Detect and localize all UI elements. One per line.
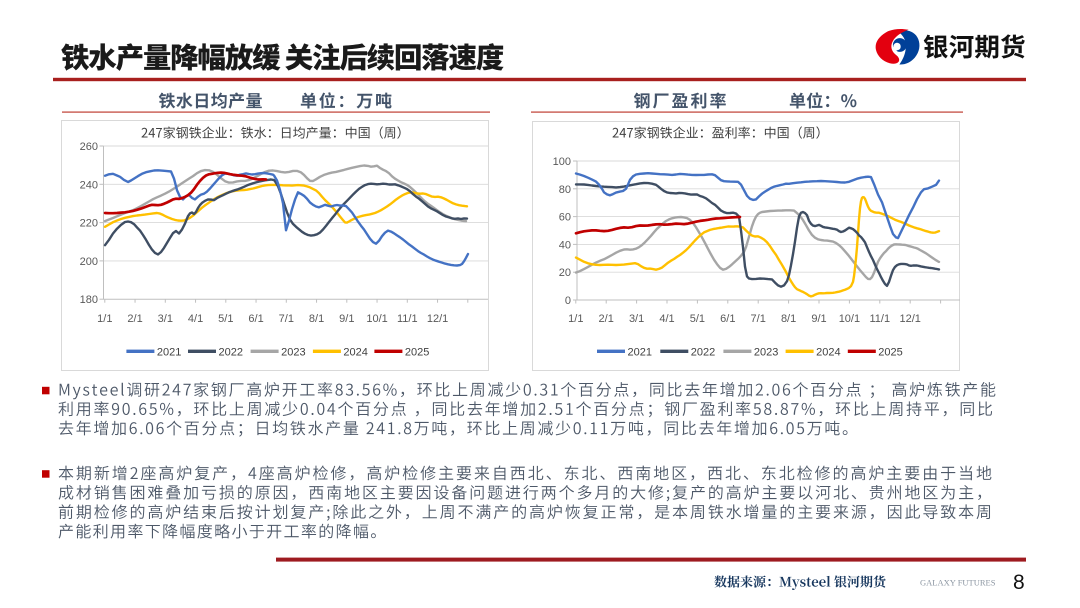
svg-text:2023: 2023 [281,347,305,359]
svg-text:2021: 2021 [628,347,652,359]
svg-text:5/1: 5/1 [218,313,233,325]
svg-text:2024: 2024 [343,347,367,359]
svg-text:2025: 2025 [878,347,902,359]
svg-text:2023: 2023 [754,347,778,359]
svg-text:11/1: 11/1 [397,313,418,325]
svg-text:9/1: 9/1 [811,313,826,325]
svg-text:3/1: 3/1 [158,313,173,325]
svg-text:2/1: 2/1 [599,313,614,325]
svg-text:2/1: 2/1 [127,313,142,325]
svg-text:10/1: 10/1 [366,313,387,325]
svg-text:100: 100 [553,156,571,168]
svg-text:60: 60 [559,212,571,224]
svg-text:8/1: 8/1 [781,313,796,325]
svg-text:12/1: 12/1 [899,313,920,325]
svg-text:1/1: 1/1 [97,313,112,325]
svg-text:12/1: 12/1 [427,313,448,325]
svg-text:260: 260 [80,141,98,153]
svg-text:20: 20 [559,267,571,279]
svg-text:7/1: 7/1 [279,313,294,325]
svg-text:1/1: 1/1 [568,313,583,325]
svg-text:6/1: 6/1 [248,313,263,325]
svg-text:2022: 2022 [219,347,243,359]
svg-text:9/1: 9/1 [339,313,354,325]
svg-text:4/1: 4/1 [659,313,674,325]
svg-text:11/1: 11/1 [870,313,891,325]
svg-text:3/1: 3/1 [629,313,644,325]
svg-text:6/1: 6/1 [720,313,735,325]
svg-text:40: 40 [559,239,571,251]
svg-text:7/1: 7/1 [751,313,766,325]
svg-text:2025: 2025 [405,347,429,359]
svg-text:2022: 2022 [691,347,715,359]
svg-text:2024: 2024 [816,347,840,359]
svg-text:80: 80 [559,184,571,196]
svg-text:5/1: 5/1 [690,313,705,325]
svg-text:240: 240 [80,179,98,191]
svg-text:2021: 2021 [157,347,181,359]
svg-text:200: 200 [80,256,98,268]
svg-text:8/1: 8/1 [309,313,324,325]
svg-text:180: 180 [80,294,98,306]
svg-text:8: 8 [1013,571,1025,594]
svg-text:GALAXY FUTURES: GALAXY FUTURES [920,578,996,588]
svg-text:10/1: 10/1 [839,313,860,325]
svg-text:4/1: 4/1 [188,313,203,325]
svg-text:0: 0 [565,295,571,307]
svg-text:220: 220 [80,218,98,230]
